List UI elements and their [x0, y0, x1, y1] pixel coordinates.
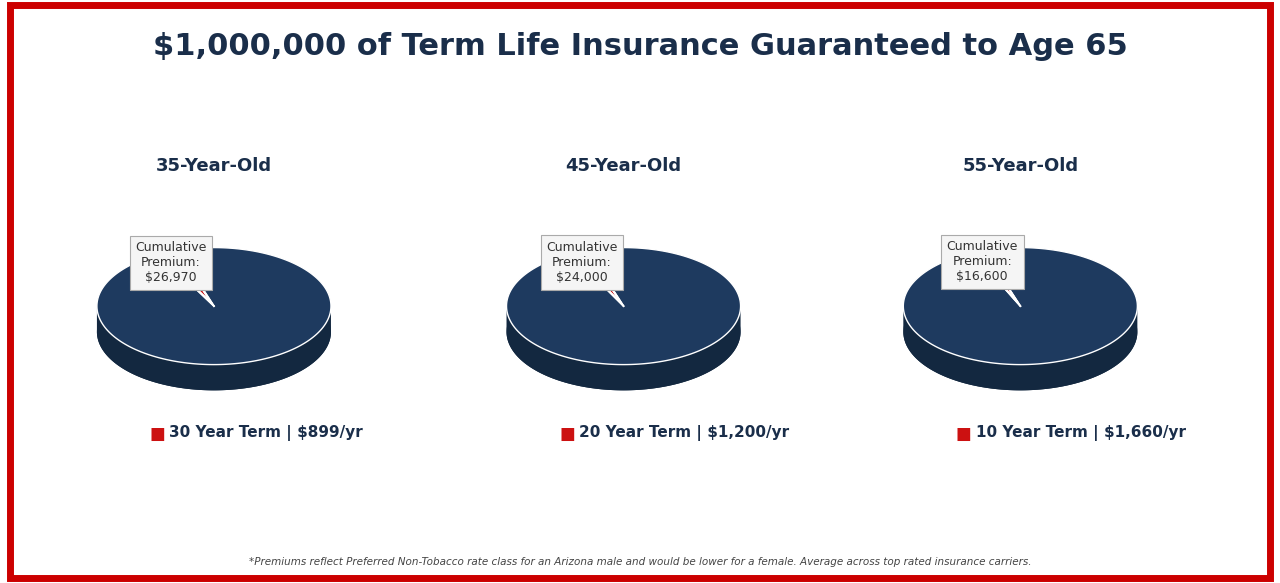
Polygon shape	[156, 247, 211, 303]
Polygon shape	[507, 248, 741, 364]
Text: 30 Year Term | $899/yr: 30 Year Term | $899/yr	[169, 426, 364, 441]
Text: Cumulative
Premium:
$16,600: Cumulative Premium: $16,600	[947, 240, 1018, 283]
Text: ■: ■	[956, 426, 972, 444]
Polygon shape	[904, 248, 1138, 364]
Text: ■: ■	[150, 426, 165, 444]
Text: 55-Year-Old: 55-Year-Old	[963, 157, 1079, 175]
Polygon shape	[904, 307, 1138, 391]
Polygon shape	[97, 248, 332, 364]
Text: Cumulative
Premium:
$24,000: Cumulative Premium: $24,000	[547, 241, 618, 284]
Text: ■: ■	[559, 426, 575, 444]
Text: $1,000,000 of Term Life Insurance Guaranteed to Age 65: $1,000,000 of Term Life Insurance Guaran…	[152, 32, 1128, 61]
Polygon shape	[970, 247, 1018, 303]
Polygon shape	[507, 306, 741, 391]
Text: 10 Year Term | $1,660/yr: 10 Year Term | $1,660/yr	[975, 426, 1185, 441]
Polygon shape	[904, 273, 1138, 391]
Text: 45-Year-Old: 45-Year-Old	[566, 157, 682, 175]
Text: *Premiums reflect Preferred Non-Tobacco rate class for an Arizona male and would: *Premiums reflect Preferred Non-Tobacco …	[248, 557, 1032, 567]
Polygon shape	[97, 307, 332, 391]
Text: 35-Year-Old: 35-Year-Old	[156, 157, 273, 175]
Polygon shape	[568, 247, 621, 303]
Polygon shape	[97, 273, 332, 391]
Text: Cumulative
Premium:
$26,970: Cumulative Premium: $26,970	[136, 241, 206, 285]
Polygon shape	[507, 273, 741, 391]
Text: 20 Year Term | $1,200/yr: 20 Year Term | $1,200/yr	[579, 426, 790, 441]
